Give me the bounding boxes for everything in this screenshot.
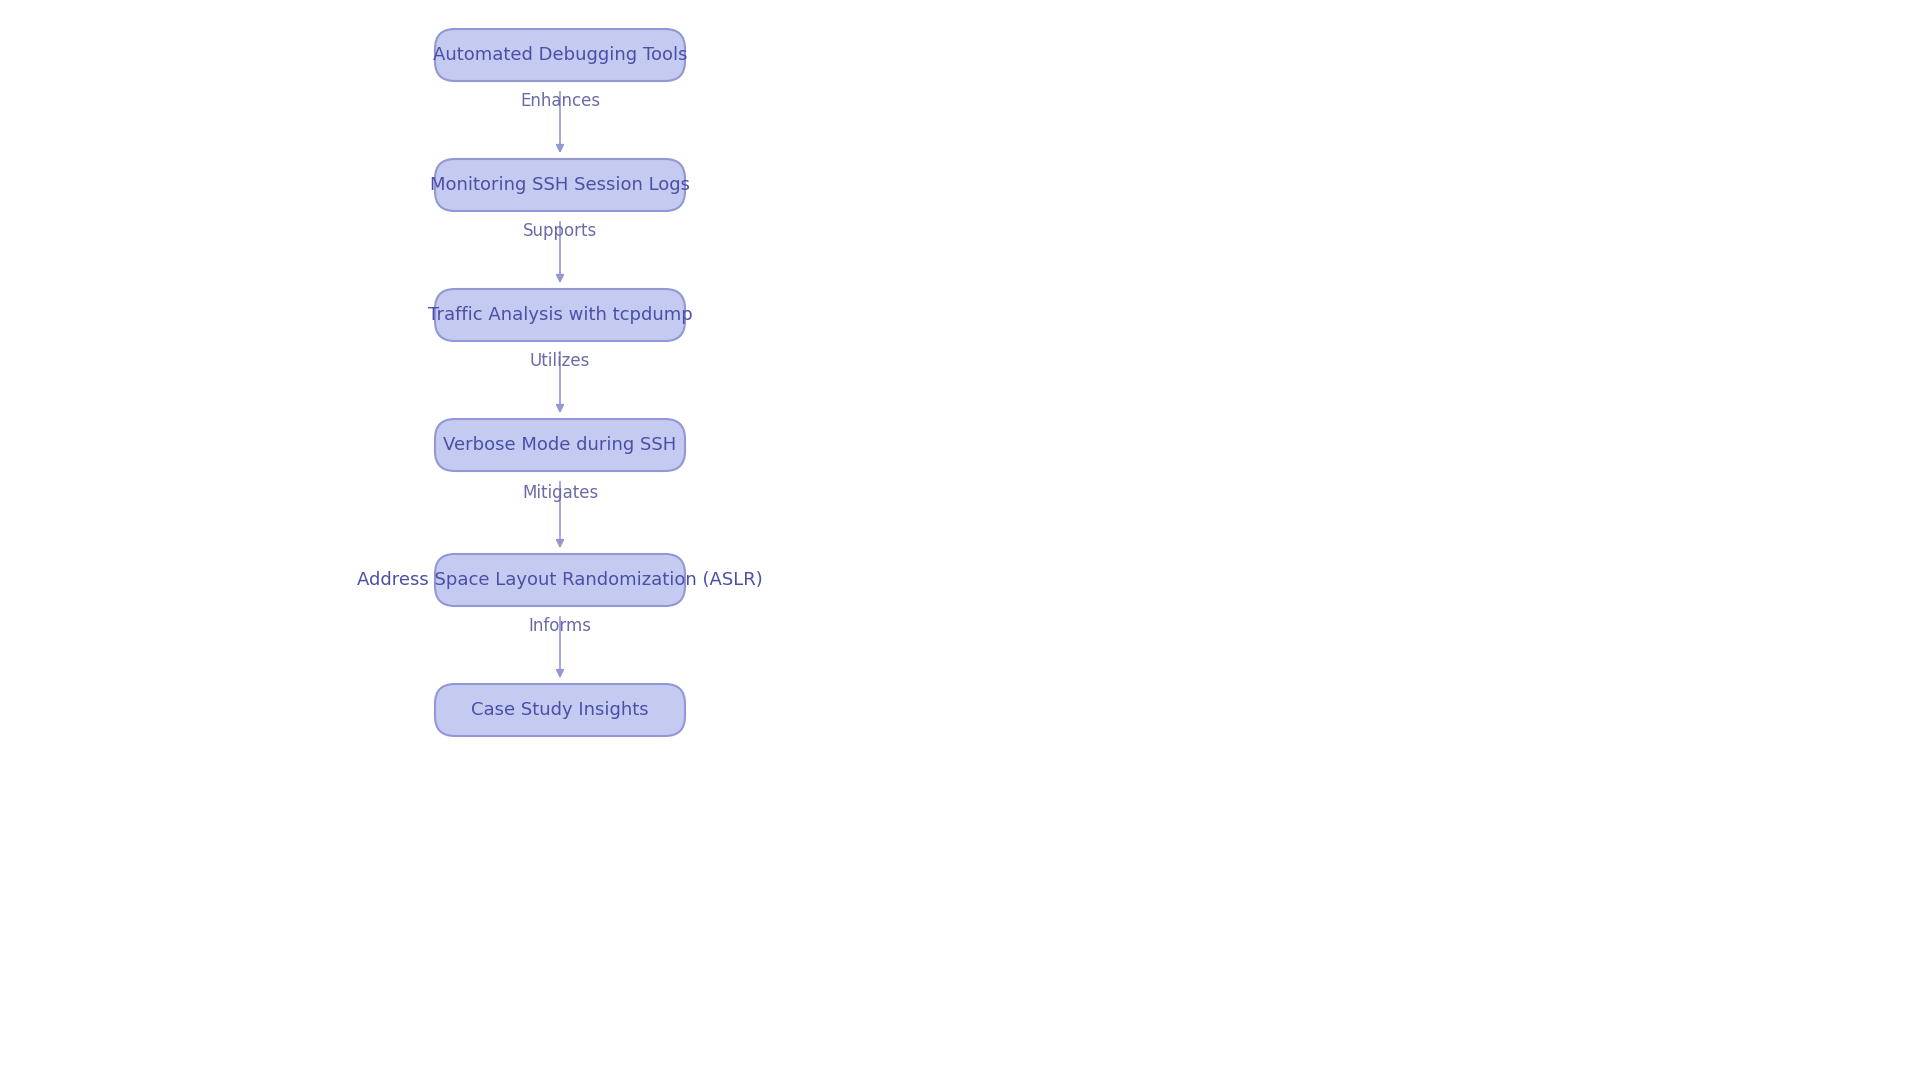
Text: Supports: Supports xyxy=(522,222,597,240)
Text: Utilizes: Utilizes xyxy=(530,352,589,370)
FancyBboxPatch shape xyxy=(436,684,685,736)
Text: Enhances: Enhances xyxy=(520,92,601,110)
Text: Address Space Layout Randomization (ASLR): Address Space Layout Randomization (ASLR… xyxy=(357,571,762,589)
Text: Case Study Insights: Case Study Insights xyxy=(470,701,649,719)
Text: Automated Debugging Tools: Automated Debugging Tools xyxy=(432,45,687,64)
FancyBboxPatch shape xyxy=(436,29,685,81)
Text: Mitigates: Mitigates xyxy=(522,484,599,503)
Text: Verbose Mode during SSH: Verbose Mode during SSH xyxy=(444,436,676,454)
FancyBboxPatch shape xyxy=(436,419,685,471)
FancyBboxPatch shape xyxy=(436,159,685,211)
Text: Informs: Informs xyxy=(528,617,591,635)
Text: Traffic Analysis with tcpdump: Traffic Analysis with tcpdump xyxy=(428,306,693,324)
FancyBboxPatch shape xyxy=(436,289,685,341)
FancyBboxPatch shape xyxy=(436,554,685,606)
Text: Monitoring SSH Session Logs: Monitoring SSH Session Logs xyxy=(430,177,689,194)
